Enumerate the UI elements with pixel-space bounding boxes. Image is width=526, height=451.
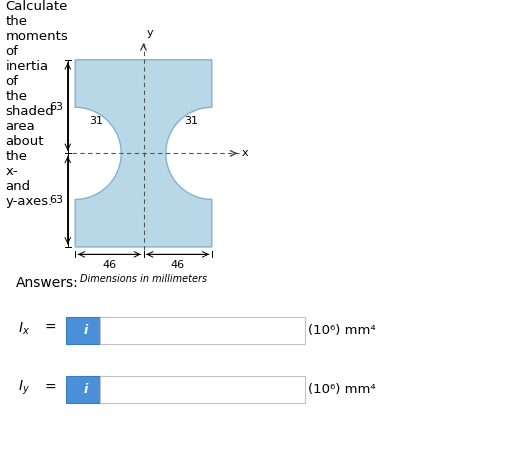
Text: Dimensions in millimeters: Dimensions in millimeters bbox=[80, 274, 207, 284]
Polygon shape bbox=[75, 60, 212, 247]
Text: Calculate the moments of inertia of the shaded area about the x- and y-axes.: Calculate the moments of inertia of the … bbox=[5, 0, 68, 208]
Text: 31: 31 bbox=[184, 116, 198, 126]
Text: x: x bbox=[241, 148, 248, 158]
Text: (10⁶) mm⁴: (10⁶) mm⁴ bbox=[308, 383, 376, 396]
Text: 63: 63 bbox=[49, 101, 63, 111]
Text: i: i bbox=[84, 324, 88, 336]
Text: $I_x$: $I_x$ bbox=[18, 320, 31, 336]
Text: i: i bbox=[84, 383, 88, 396]
Text: =: = bbox=[45, 381, 56, 395]
Text: $I_y$: $I_y$ bbox=[18, 379, 31, 397]
Text: 63: 63 bbox=[49, 195, 63, 205]
FancyBboxPatch shape bbox=[66, 376, 105, 403]
Text: 46: 46 bbox=[170, 260, 185, 270]
Text: Answers:: Answers: bbox=[16, 276, 78, 290]
Text: (10⁶) mm⁴: (10⁶) mm⁴ bbox=[308, 324, 376, 336]
FancyBboxPatch shape bbox=[100, 376, 305, 403]
Text: 46: 46 bbox=[102, 260, 116, 270]
Text: y: y bbox=[146, 28, 153, 37]
FancyBboxPatch shape bbox=[66, 317, 105, 344]
Text: =: = bbox=[45, 321, 56, 336]
Text: 31: 31 bbox=[89, 116, 103, 126]
FancyBboxPatch shape bbox=[100, 317, 305, 344]
